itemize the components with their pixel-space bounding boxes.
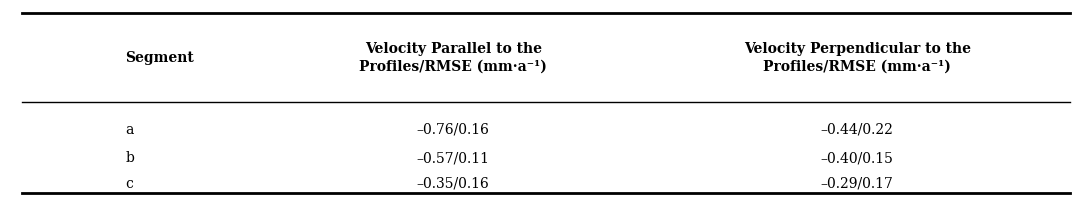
Text: Segment: Segment — [126, 51, 194, 65]
Text: c: c — [126, 177, 133, 191]
Text: –0.57/0.11: –0.57/0.11 — [417, 151, 489, 165]
Text: –0.44/0.22: –0.44/0.22 — [821, 123, 893, 136]
Text: –0.40/0.15: –0.40/0.15 — [821, 151, 893, 165]
Text: –0.76/0.16: –0.76/0.16 — [417, 123, 489, 136]
Text: –0.29/0.17: –0.29/0.17 — [821, 177, 893, 191]
Text: Velocity Parallel to the
Profiles/RMSE (mm·a⁻¹): Velocity Parallel to the Profiles/RMSE (… — [359, 42, 547, 74]
Text: Velocity Perpendicular to the
Profiles/RMSE (mm·a⁻¹): Velocity Perpendicular to the Profiles/R… — [744, 42, 971, 74]
Text: b: b — [126, 151, 134, 165]
Text: –0.35/0.16: –0.35/0.16 — [417, 177, 489, 191]
Text: a: a — [126, 123, 134, 136]
